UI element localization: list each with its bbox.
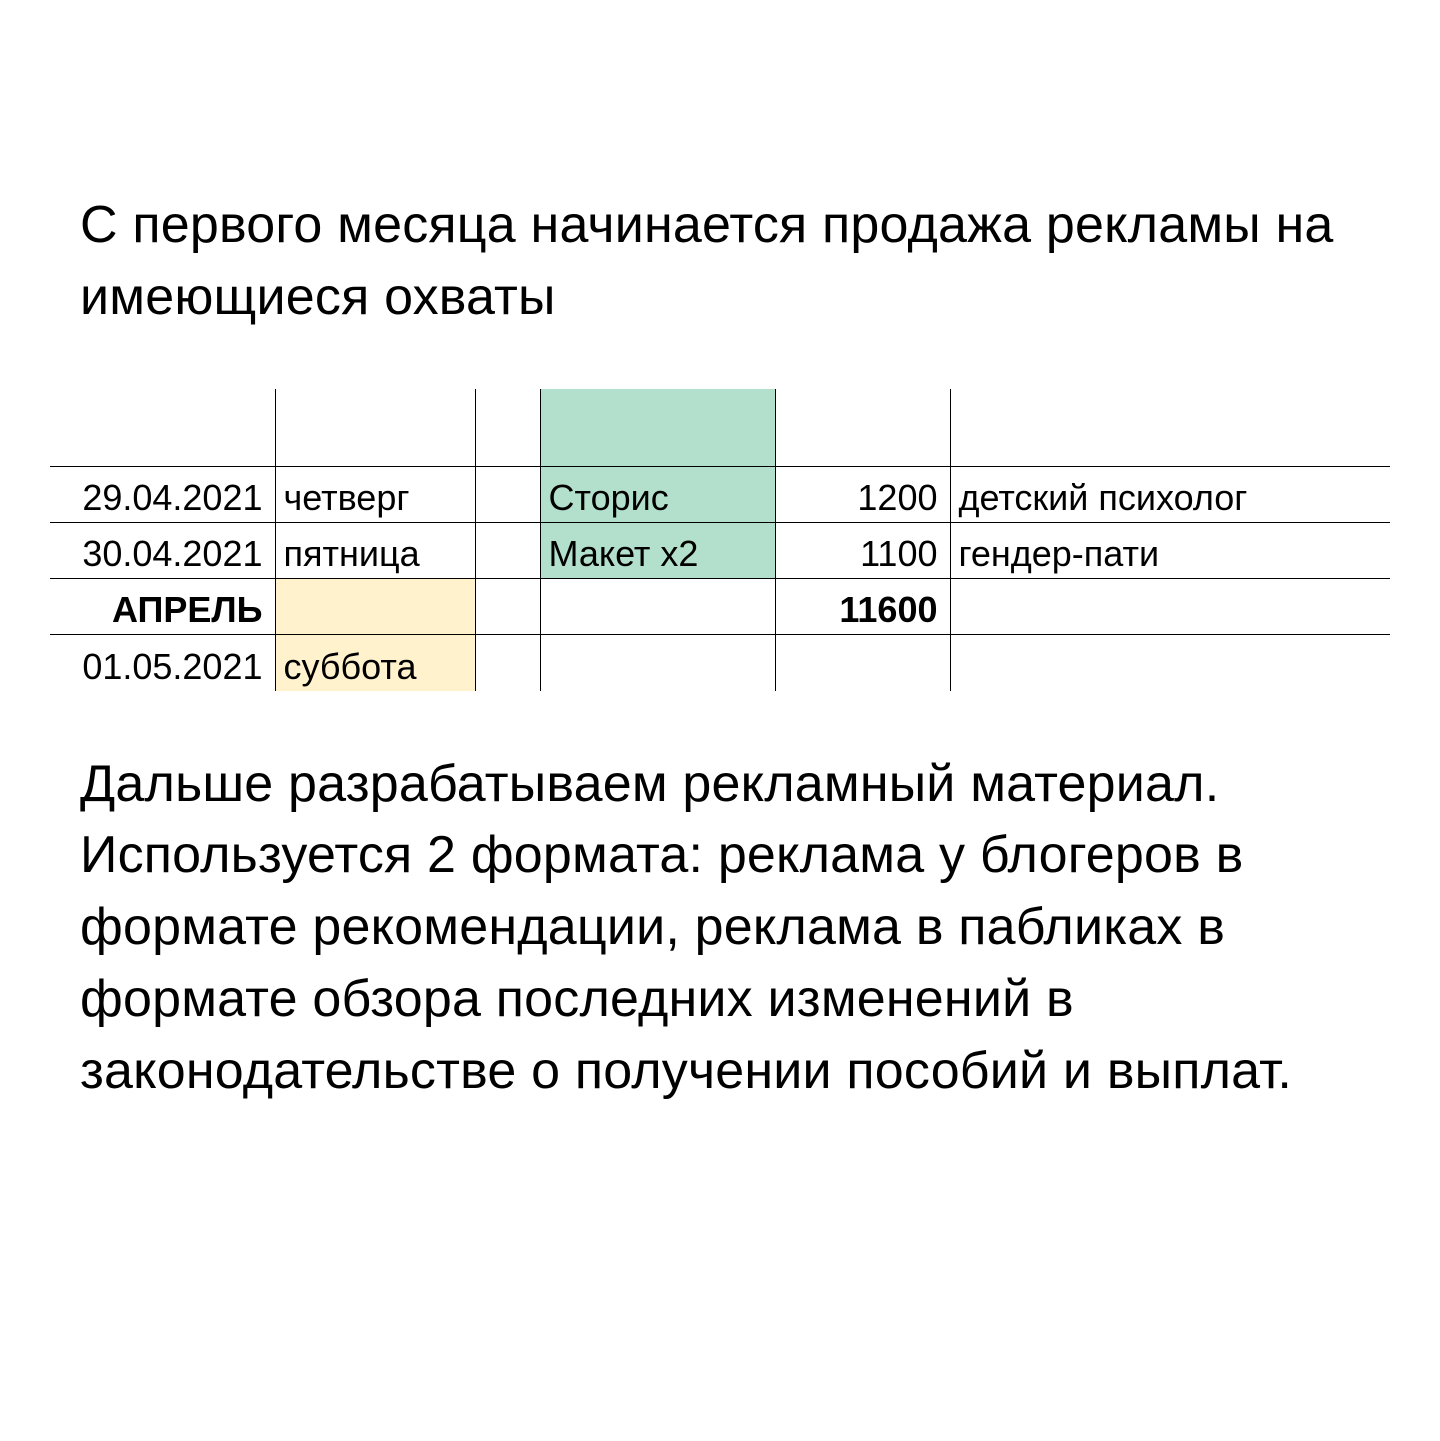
table-cell <box>775 635 950 691</box>
body-paragraph: Дальше разрабатываем рекламный материал.… <box>50 749 1390 1108</box>
table-cell <box>950 579 1390 635</box>
table-row: 29.04.2021четверг Сторис1200детский психо… <box>50 467 1390 523</box>
table-cell <box>475 579 540 635</box>
table-cell <box>475 523 540 579</box>
table-cell: пятница <box>275 523 475 579</box>
table-cell: 1100 <box>775 523 950 579</box>
table-cell: 01.05.2021 <box>50 635 275 691</box>
table-cell: Сторис <box>540 467 775 523</box>
table-cell <box>540 579 775 635</box>
table-row <box>50 389 1390 467</box>
table-cell <box>475 389 540 467</box>
intro-heading: С первого месяца начинается продажа рекл… <box>50 190 1390 334</box>
schedule-table: 29.04.2021четверг Сторис1200детский психо… <box>50 389 1390 691</box>
table-cell <box>275 389 475 467</box>
table-cell <box>775 389 950 467</box>
table-cell <box>540 635 775 691</box>
table-cell <box>950 389 1390 467</box>
table-cell: 1200 <box>775 467 950 523</box>
table-cell: АПРЕЛЬ <box>50 579 275 635</box>
table-cell: Макет х2 <box>540 523 775 579</box>
table-cell: детский психолог <box>950 467 1390 523</box>
table-cell <box>50 389 275 467</box>
table-cell: гендер-пати <box>950 523 1390 579</box>
table-cell: 29.04.2021 <box>50 467 275 523</box>
table-cell: 30.04.2021 <box>50 523 275 579</box>
schedule-table-body: 29.04.2021четверг Сторис1200детский психо… <box>50 389 1390 691</box>
table-row: 30.04.2021пятница Макет х21100гендер-пати <box>50 523 1390 579</box>
table-cell <box>475 467 540 523</box>
table-cell: суббота <box>275 635 475 691</box>
table-cell: четверг <box>275 467 475 523</box>
table-cell <box>275 579 475 635</box>
table-cell <box>950 635 1390 691</box>
table-cell <box>475 635 540 691</box>
table-row: АПРЕЛЬ 11600 <box>50 579 1390 635</box>
page: С первого месяца начинается продажа рекл… <box>0 0 1440 1441</box>
table-row: 01.05.2021суббота <box>50 635 1390 691</box>
table-cell: 11600 <box>775 579 950 635</box>
table-cell <box>540 389 775 467</box>
